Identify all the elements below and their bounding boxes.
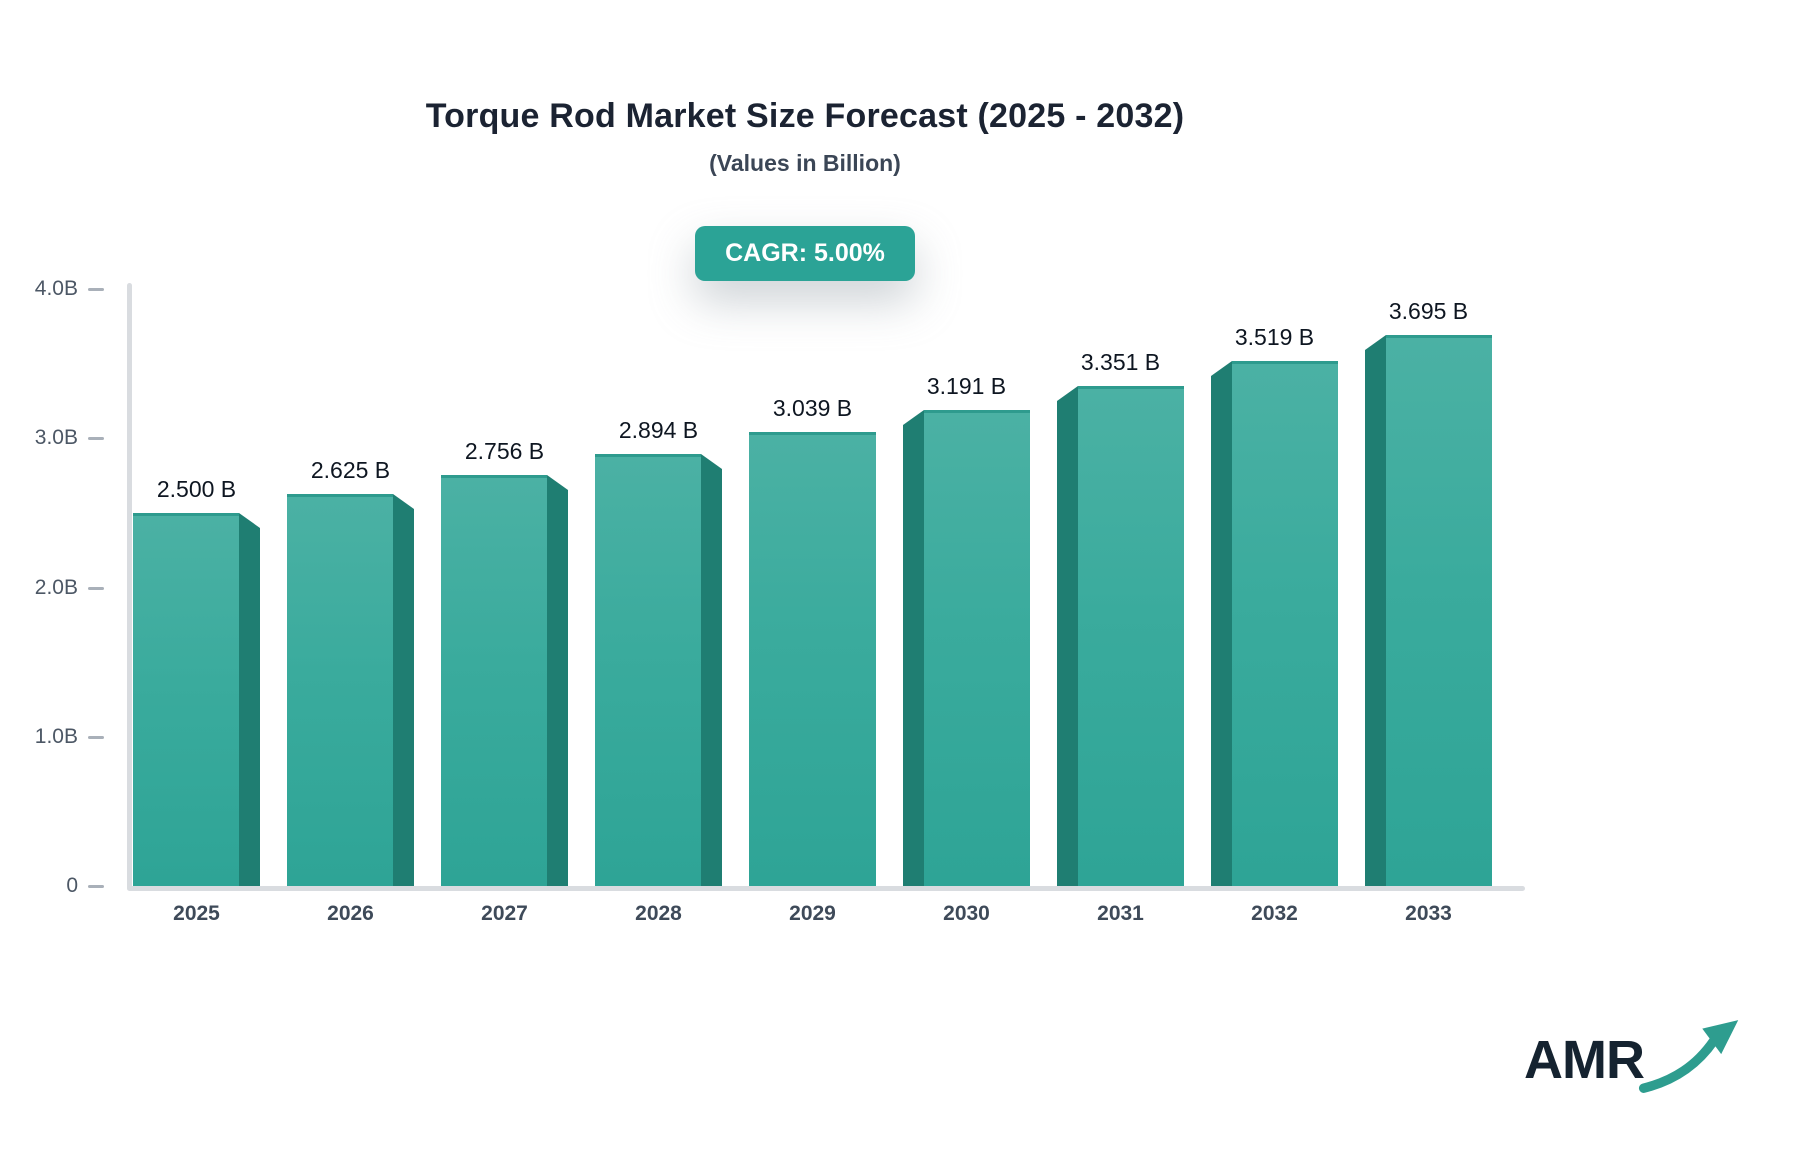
- x-tick-label: 2025: [173, 902, 220, 925]
- x-tick-label: 2026: [327, 902, 374, 925]
- growth-arrow-icon: [1638, 1020, 1739, 1093]
- y-tick-label: 1.0B: [34, 724, 78, 748]
- bar-side-face: [393, 494, 414, 886]
- bar-value-label: 2.625 B: [310, 457, 391, 483]
- cagr-badge-wrap: CAGR: 5.00%: [0, 226, 1610, 281]
- y-axis-line: [127, 283, 132, 890]
- bar-side-face: [547, 475, 568, 886]
- bar-value-label: 2.756 B: [464, 438, 545, 464]
- y-tick-dash: [88, 437, 104, 441]
- bar: [1365, 335, 1492, 886]
- y-tick-label: 4.0B: [34, 277, 78, 300]
- bar-face: [924, 410, 1030, 886]
- x-axis-line: [127, 886, 1525, 891]
- bar-value-label: 2.500 B: [156, 476, 237, 502]
- y-tick-dash: [88, 288, 104, 291]
- bar-face: [441, 475, 547, 886]
- bar-face: [287, 494, 393, 886]
- amr-logo: AMR: [1524, 1020, 1742, 1098]
- bar: [1057, 386, 1184, 886]
- y-tick-label: 3.0B: [34, 426, 78, 450]
- bar-side-face: [903, 410, 924, 886]
- y-tick-dash: [88, 586, 104, 590]
- bar-value-label: 3.039 B: [772, 395, 853, 421]
- bar-side-face: [1211, 361, 1232, 886]
- x-tick-label: 2032: [1251, 902, 1298, 925]
- y-tick-label: 0: [66, 874, 78, 897]
- chart-subtitle: (Values in Billion): [709, 150, 901, 176]
- bar-value-label: 3.519 B: [1234, 324, 1315, 350]
- bar-face: [595, 454, 701, 886]
- x-tick-label: 2027: [481, 902, 528, 925]
- bar-side-face: [239, 513, 260, 886]
- bar: [441, 475, 568, 886]
- cagr-badge: CAGR: 5.00%: [695, 226, 915, 281]
- amr-logo-text: AMR: [1524, 1030, 1645, 1090]
- bar-value-label: 2.894 B: [618, 417, 699, 443]
- bar-face: [749, 432, 876, 886]
- bar-side-face: [701, 454, 722, 886]
- bar-value-label: 3.351 B: [1080, 349, 1161, 375]
- bar-value-label: 3.191 B: [926, 373, 1007, 399]
- bar: [133, 513, 260, 886]
- bar-side-face: [1057, 386, 1078, 886]
- bar-face: [1386, 335, 1492, 886]
- bar-side-face: [1365, 335, 1386, 886]
- bar: [903, 410, 1030, 886]
- bar: [287, 494, 414, 886]
- chart-title: Torque Rod Market Size Forecast (2025 - …: [425, 97, 1185, 135]
- bar: [1211, 361, 1338, 886]
- x-tick-label: 2028: [635, 902, 682, 925]
- y-tick-dash: [88, 735, 104, 739]
- bar: [749, 432, 876, 886]
- y-tick-label: 2.0B: [34, 575, 78, 599]
- x-tick-label: 2033: [1405, 902, 1452, 925]
- bar-face: [1232, 361, 1338, 886]
- x-tick-label: 2031: [1097, 902, 1144, 925]
- bar: [595, 454, 722, 886]
- bar-value-label: 3.695 B: [1388, 298, 1469, 324]
- bar-face: [133, 513, 239, 886]
- y-tick-dash: [88, 885, 104, 888]
- x-tick-label: 2030: [943, 902, 990, 925]
- x-tick-label: 2029: [789, 902, 836, 925]
- bar-face: [1078, 386, 1184, 886]
